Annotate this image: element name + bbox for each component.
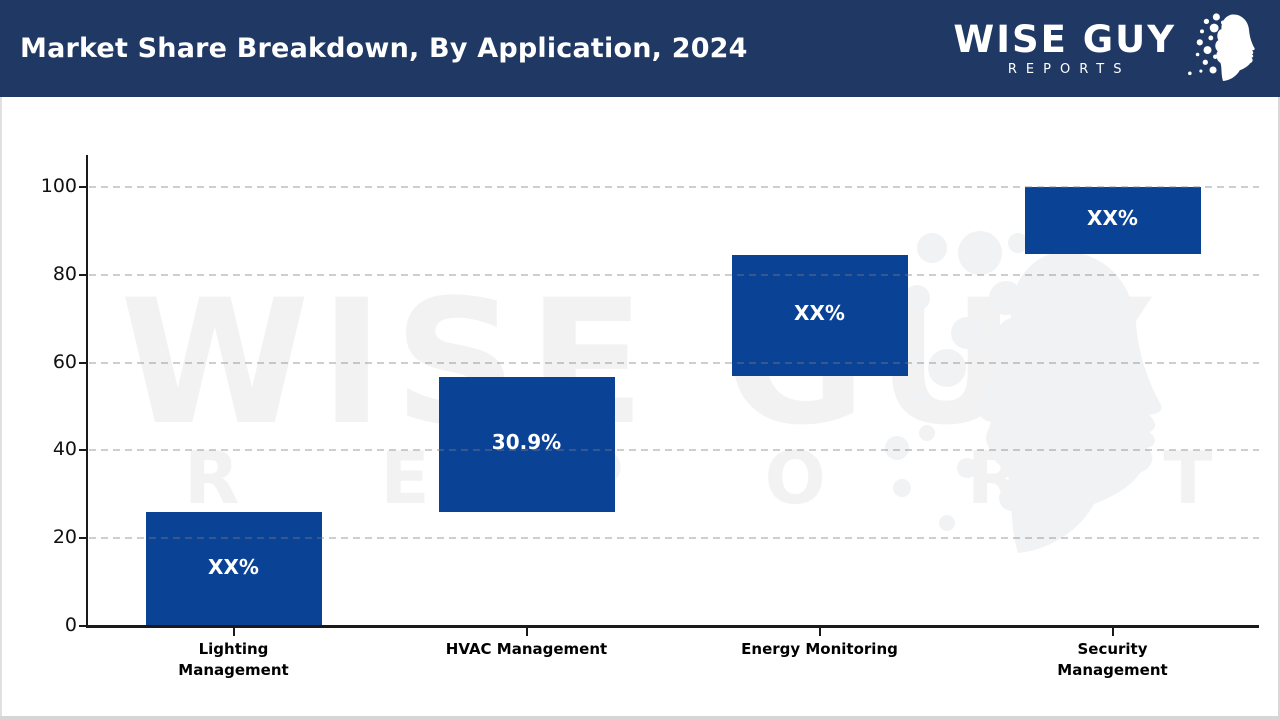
bar-segment: [1024, 187, 1201, 254]
y-tick-mark: [79, 361, 87, 364]
bar-value-label: XX%: [1087, 206, 1138, 231]
x-tick-mark: [818, 628, 821, 636]
y-tick-label: 40: [52, 438, 77, 461]
x-tick-mark: [1111, 628, 1114, 636]
bar-segment: [438, 376, 615, 513]
x-tick-mark: [232, 628, 235, 636]
bar-value-label: 30.9%: [491, 430, 562, 455]
x-tick-mark: [525, 628, 528, 636]
dotted-head-logo-icon: [1188, 12, 1255, 81]
brand-subname: REPORTS: [1007, 61, 1131, 77]
gridline-40: [89, 449, 1259, 452]
gridline-60: [89, 361, 1259, 364]
x-axis-line: [86, 625, 1259, 628]
x-category-label: Security Management: [1057, 640, 1168, 679]
gridline-20: [89, 537, 1259, 540]
plot-area: 0 20 40 60 80 100 XX% Lighting Management 30.9% H…: [2, 97, 1280, 716]
y-tick-label: 0: [64, 614, 77, 636]
y-tick-mark: [79, 273, 87, 276]
header-bar: Market Share Breakdown, By Application, …: [0, 0, 1280, 97]
brand-logo: WISE GUY REPORTS: [953, 7, 1280, 91]
y-tick-mark: [79, 625, 87, 627]
x-category-label: HVAC Management: [445, 640, 608, 658]
x-category-label: Energy Monitoring: [741, 640, 898, 658]
y-tick-label: 80: [52, 262, 77, 285]
y-tick-mark: [79, 449, 87, 452]
brand-logo-text: WISE GUY REPORTS: [953, 21, 1176, 77]
x-category-label: Lighting Management: [178, 640, 289, 679]
bar-value-label: XX%: [208, 555, 259, 580]
chart-title: Market Share Breakdown, By Application, …: [20, 33, 748, 64]
gridline-80: [89, 273, 1259, 276]
brand-name: WISE GUY: [953, 17, 1176, 61]
chart-panel: WISE GUY R E P O R T S 020406080100XX%Li…: [0, 97, 1280, 716]
y-axis-line: [86, 155, 88, 626]
y-tick-label: 60: [52, 350, 77, 373]
gridline-100: [89, 186, 1259, 188]
bar-segment: [145, 512, 322, 626]
y-tick-mark: [79, 537, 87, 540]
bar-segment: [731, 255, 908, 376]
y-tick-mark: [79, 186, 87, 188]
bar-value-label: XX%: [794, 301, 845, 326]
y-tick-label: 20: [52, 526, 77, 549]
y-tick-label: 100: [40, 175, 77, 197]
